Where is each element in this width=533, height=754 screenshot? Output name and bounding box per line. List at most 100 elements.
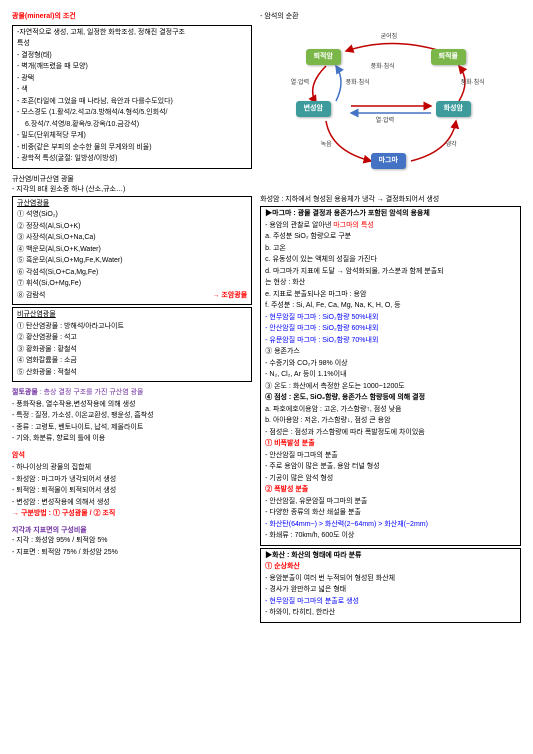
- volcano-title: ▶화산 : 화산의 형태에 따라 분류: [265, 551, 516, 562]
- l: - 점성은 : 점성과 가스함량에 따라 폭발정도에 차이있음: [265, 428, 516, 439]
- l: - 모스경도 (1.활석/2.석고/3.방해석/4.형석/5.인회석/: [17, 108, 247, 119]
- l: - N₂, Cl₂, Ar 등이 1.1%이내: [265, 370, 516, 381]
- l: ① 석영(SiO₂): [17, 210, 247, 221]
- l: - 안산암질, 유문암질 마그마의 분출: [265, 497, 516, 508]
- volcano-box: ▶화산 : 화산의 형태에 따라 분류 ① 순상화산 - 용암분출이 여러 번 …: [260, 548, 521, 623]
- l: - 조흔(타일에 그었을 때 나타남, 육안과 다를수도있다): [17, 97, 247, 108]
- l: - 광택: [17, 74, 247, 85]
- l: - 다양한 종류의 화산 쇄설물 분출: [265, 508, 516, 519]
- l: - 기공이 많은 암석 형성: [265, 474, 516, 485]
- box3-title: 비규산염광물: [17, 310, 247, 321]
- cycle-title: - 암석의 순환: [260, 12, 521, 23]
- al: 굳어짐: [381, 33, 398, 42]
- node-deposit: 퇴적물: [431, 49, 466, 66]
- nonexp-title: ① 비폭발성 분출: [265, 439, 516, 450]
- l: - 하나이상의 광물의 집합체: [12, 463, 252, 474]
- l: - 현무암질 마그마 : SiO₂함량 50%내외: [265, 313, 516, 324]
- l: - 결정형(태): [17, 51, 247, 62]
- al: 열·압력: [291, 79, 310, 88]
- chloride-heading: 절토광물 : 층상 결정 구조를 가진 규산염 광물: [12, 388, 252, 399]
- l: - 밀도(단위체적당 무게): [17, 131, 247, 142]
- l: b. 고온: [265, 244, 516, 255]
- l: ④ 점성 : 온도, SiO₂함량, 용존가스 함량등에 의해 결정: [265, 393, 516, 404]
- igneous-definition: 화성암 : 지하에서 형성된 용융체가 냉각 → 결정화되어서 생성: [260, 195, 521, 206]
- l: - 지표면 : 퇴적암 75% / 화성암 25%: [12, 548, 252, 559]
- l: ④ 염화칼륨물 : 소금: [17, 356, 247, 367]
- l: - 용암의 관찰로 알아낸 마그마의 특성: [265, 221, 516, 232]
- mineral-conditions-box: -자연적으로 생성, 고체, 일정한 화학조성, 정해진 결정구조 특성 - 결…: [12, 25, 252, 169]
- l: f. 주성분 : Si, Al, Fe, Ca, Mg, Na, K, H, O…: [265, 301, 516, 312]
- node-magma: 마그마: [371, 153, 406, 170]
- l: - 화성암 : 마그마가 냉각되어서 생성: [12, 475, 252, 486]
- l: - 종류 : 고령토, 벤토나이트, 납석, 제올라이트: [12, 423, 252, 434]
- l: - 화산탄(64mm~) > 화산력(2~64mm) > 화산재(~2mm): [265, 520, 516, 531]
- crust-title: 지각과 지표면의 구성비율: [12, 526, 252, 537]
- node-sediment: 퇴적암: [306, 49, 341, 66]
- chloride-title: 절토광물: [12, 389, 38, 396]
- al: 녹음: [321, 141, 332, 150]
- l: c. 유동성이 있는 액체의 성질을 가진다: [265, 255, 516, 266]
- l: - 화쇄류 : 70km/h, 600도 이상: [265, 531, 516, 542]
- l: - 지각 : 화성암 95% / 퇴적암 5%: [12, 536, 252, 547]
- al: 냉각: [446, 141, 457, 150]
- l: - 풍화작용, 열수작용,변성작용에 의해 생성: [12, 400, 252, 411]
- l: ⑤ 흑운모(Al,Si,O+Mg,Fe,K,Water): [17, 256, 247, 267]
- l: - 색: [17, 85, 247, 96]
- l: - 수증기와 CO₂가 98% 이상: [265, 359, 516, 370]
- l: - 용암분출이 여러 번 누적되어 형성된 화산체: [265, 574, 516, 585]
- l: - 하와이, 타히티, 한라산: [265, 608, 516, 619]
- l: 6.장석/7.석영/8.황옥/9.강옥/10.금강석): [17, 120, 247, 131]
- magma-box: ▶마그마 : 광물 결정과 용존가스가 포함된 암석의 용융체 - 용암의 관찰…: [260, 206, 521, 546]
- l: ⑤ 산화광물 : 적철석: [17, 368, 247, 379]
- l: - 퇴적암 : 퇴적물이 퇴적되어서 생성: [12, 486, 252, 497]
- node-igneous: 화성암: [436, 101, 471, 118]
- l: - 광학적 특성(굴절: 일방성/이방성): [17, 154, 247, 165]
- al: 풍화·침식: [461, 79, 485, 88]
- l: ② 황산염광물 : 석고: [17, 333, 247, 344]
- magma-title: ▶마그마 : 광물 결정과 용존가스가 포함된 암석의 용융체: [265, 209, 516, 220]
- chloride-title2: : 층상 결정 구조를 가진 규산염 광물: [38, 389, 144, 396]
- l: - 특정 : 질정, 가소성, 이온교환성, 팽윤성, 흡착성: [12, 411, 252, 422]
- silicate-title: 규산염/비규산염 광물: [12, 175, 252, 186]
- l: - 비중(같은 부피의 순수한 물의 무게와의 비율): [17, 143, 247, 154]
- chloride-section: 절토광물 : 층상 결정 구조를 가진 규산염 광물 - 풍화작용, 열수작용,…: [12, 388, 252, 445]
- last-row: ⑧ 감람석 → 조암광물: [17, 291, 247, 302]
- l: 특성: [17, 39, 247, 50]
- arrow-label: → 조암광물: [212, 291, 247, 302]
- l: ③ 용존가스: [265, 347, 516, 358]
- l: a. 주성분 SiO₂ 함량으로 구분: [265, 232, 516, 243]
- right-column: - 암석의 순환: [256, 12, 525, 742]
- l: - 변성암 : 변성작용에 의해서 생성: [12, 498, 252, 509]
- al: 열·압력: [376, 117, 395, 126]
- l: ⑧ 감람석: [17, 291, 45, 302]
- silicate-heading: 규산염/비규산염 광물 - 지각의 8대 원소중 하나 (산소,규소…): [12, 175, 252, 196]
- al: 풍화·침식: [346, 79, 370, 88]
- l: ④ 백운모(Al,Si,O+K,Water): [17, 245, 247, 256]
- left-column: 광물(mineral)의 조건 -자연적으로 생성, 고체, 일정한 화학조성,…: [8, 12, 256, 742]
- rock-method: → 구분방법 : ① 구성광물 / ② 조직: [12, 509, 252, 520]
- l: - 유문암질 마그마 : SiO₂함량 70%내외: [265, 336, 516, 347]
- l: 는 현상 : 화산: [265, 278, 516, 289]
- l: - 안산암질 마그마의 분출: [265, 451, 516, 462]
- l: - 주로 용암이 많은 분출, 용암 터널 형성: [265, 462, 516, 473]
- l: - 현무암질 마그마의 분출로 생성: [265, 597, 516, 608]
- l: ⑥ 각섬석(Si,O+Ca,Mg,Fe): [17, 268, 247, 279]
- l: - 안산암질 마그마 : SiO₂함량 60%내외: [265, 324, 516, 335]
- l: - 경사가 완만하고 넓은 형태: [265, 585, 516, 596]
- non-silicate-box: 비규산염광물 ① 탄산염광물 : 방해석/아라고나이트 ② 황산염광물 : 석고…: [12, 307, 252, 382]
- node-meta: 변성암: [296, 101, 331, 118]
- l: ③ 사장석(Al,Si,O+Na,Ca): [17, 233, 247, 244]
- l: ③ 온도 : 화산에서 측정한 온도는 1000~1200도: [265, 382, 516, 393]
- l: ① 탄산염광물 : 방해석/아라고나이트: [17, 322, 247, 333]
- l: b. 아아용암 : 저온, 가스함량↓, 점성 큰 용암: [265, 416, 516, 427]
- box2-title: 규산염광물: [17, 199, 247, 210]
- rock-section: 암석 - 하나이상의 광물의 집합체 - 화성암 : 마그마가 냉각되어서 생성…: [12, 451, 252, 520]
- rock-cycle-diagram: 퇴적암 퇴적물 변성암 화성암 마그마 굳어짐 풍화·침식 열·압력 풍화·침식…: [291, 31, 491, 181]
- exp-title: ② 폭발성 분출: [265, 485, 516, 496]
- t: - 용암의 관찰로 알아낸: [265, 222, 331, 229]
- l: ② 정장석(Al,Si,O+K): [17, 222, 247, 233]
- l: e. 지표로 분출되나온 마그마 : 용암: [265, 290, 516, 301]
- l: - 기와, 화분류, 향료의 틀에 이용: [12, 434, 252, 445]
- l: -자연적으로 생성, 고체, 일정한 화학조성, 정해진 결정구조: [17, 28, 247, 39]
- silicate-box: 규산염광물 ① 석영(SiO₂) ② 정장석(Al,Si,O+K) ③ 사장석(…: [12, 196, 252, 306]
